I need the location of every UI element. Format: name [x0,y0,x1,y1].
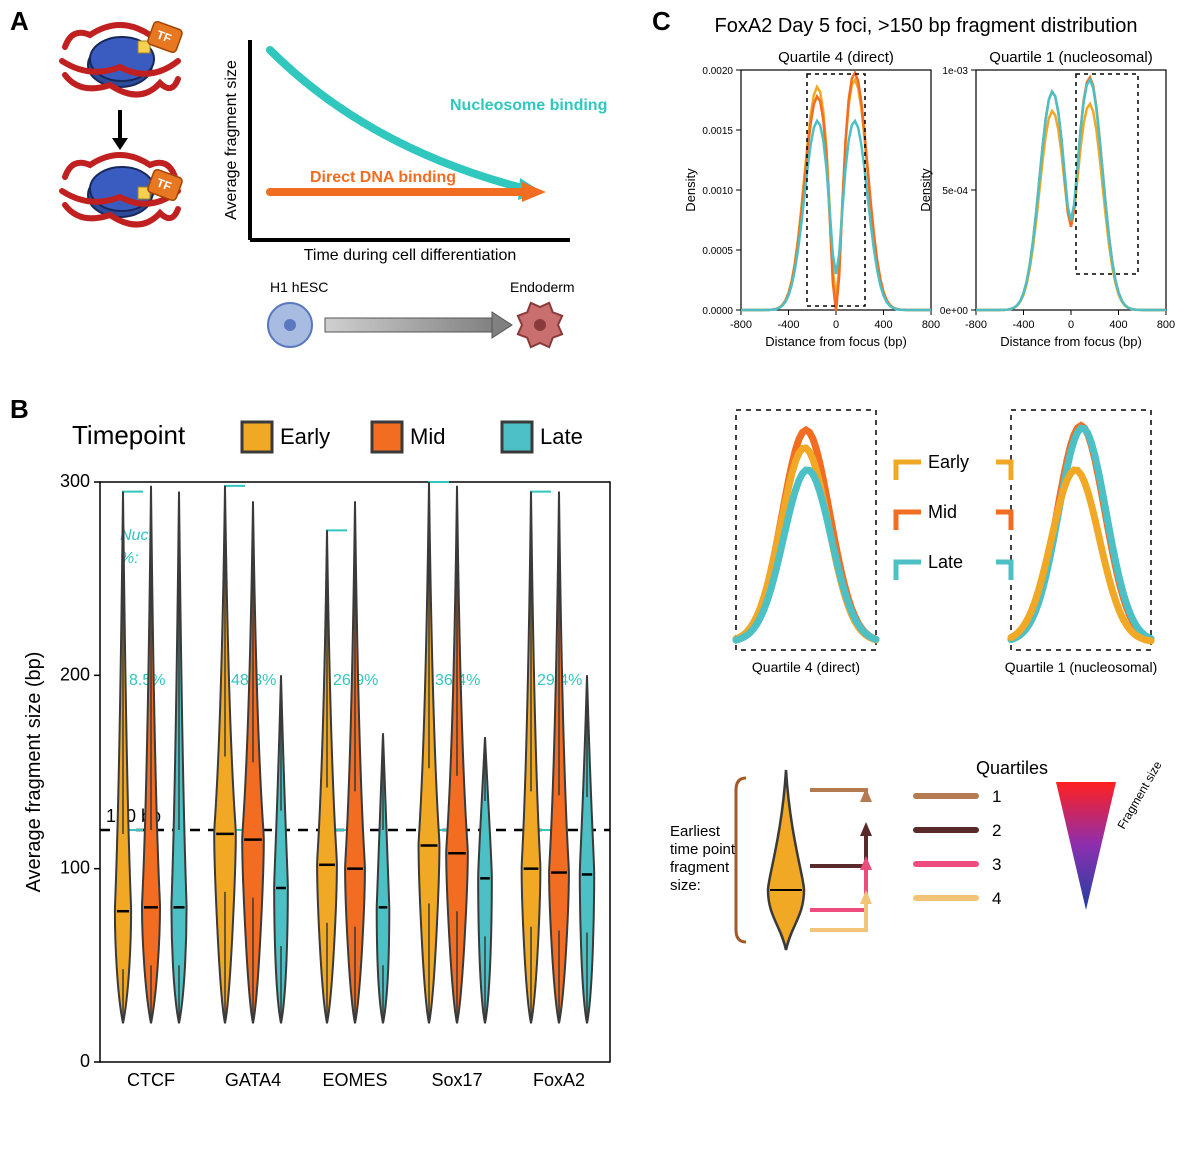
svg-text:Time during cell differentiati: Time during cell differentiation [304,247,517,264]
svg-text:Nucleosome binding: Nucleosome binding [450,97,607,114]
svg-text:0.0010: 0.0010 [702,186,733,197]
svg-text:5e-04: 5e-04 [942,186,968,197]
svg-text:size:: size: [670,877,701,894]
svg-text:time point: time point [670,841,736,858]
svg-text:0: 0 [833,319,839,331]
svg-text:Endoderm: Endoderm [510,279,575,295]
svg-text:fragment: fragment [670,859,730,876]
svg-text:FoxA2 Day 5 foci, >150 bp frag: FoxA2 Day 5 foci, >150 bp fragment distr… [714,15,1137,37]
svg-text:Average fragment size (bp): Average fragment size (bp) [23,652,45,893]
svg-text:0.0020: 0.0020 [702,66,733,77]
svg-text:0.0005: 0.0005 [702,246,733,257]
svg-text:0.0000: 0.0000 [702,306,733,317]
svg-text:-400: -400 [777,319,799,331]
svg-text:Nuc.: Nuc. [120,527,153,544]
svg-text:H1 hESC: H1 hESC [270,279,328,295]
svg-text:CTCF: CTCF [127,1070,175,1090]
svg-text:0e+00: 0e+00 [940,306,969,317]
panel-b-figure: Timepoint Early Mid Late 0 100 200 300 Average f… [12,404,632,1144]
svg-text:Direct DNA binding: Direct DNA binding [310,169,456,186]
svg-text:GATA4: GATA4 [225,1070,281,1090]
svg-text:2: 2 [992,821,1001,840]
svg-text:300: 300 [60,471,90,491]
svg-text:0: 0 [80,1051,90,1071]
svg-text:400: 400 [1109,319,1127,331]
svg-text:Distance from focus (bp): Distance from focus (bp) [1000,334,1142,349]
svg-text:Quartiles: Quartiles [976,758,1048,778]
svg-text:Quartile 4 (direct): Quartile 4 (direct) [778,49,894,66]
svg-text:1: 1 [992,787,1001,806]
svg-text:800: 800 [1157,319,1175,331]
svg-text:0.0015: 0.0015 [702,126,733,137]
svg-text:-800: -800 [965,319,987,331]
svg-text:Sox17: Sox17 [431,1070,482,1090]
svg-text:Average fragment size: Average fragment size [223,60,240,220]
svg-text:Quartile 1 (nucleosomal): Quartile 1 (nucleosomal) [1005,659,1158,675]
svg-text:EOMES: EOMES [322,1070,387,1090]
svg-text:4: 4 [992,889,1001,908]
svg-text:FoxA2: FoxA2 [533,1070,585,1090]
svg-text:400: 400 [874,319,892,331]
svg-text:0: 0 [1068,319,1074,331]
svg-text:Quartile 4 (direct): Quartile 4 (direct) [752,659,860,675]
panel-c-figure: FoxA2 Day 5 foci, >150 bp fragment distr… [656,10,1196,1150]
svg-text:Quartile 1 (nucleosomal): Quartile 1 (nucleosomal) [989,49,1152,66]
svg-text:Early: Early [928,452,969,472]
svg-text:Late: Late [540,424,583,449]
svg-text:Mid: Mid [928,502,957,522]
svg-text:-400: -400 [1012,319,1034,331]
svg-text:Earliest: Earliest [670,823,721,840]
svg-text:100: 100 [60,858,90,878]
svg-text:1e-03: 1e-03 [942,66,968,77]
svg-text:Density: Density [918,168,933,212]
svg-text:3: 3 [992,855,1001,874]
panel-a-figure: TFTFAverage fragment sizeTime during cel… [40,10,630,380]
svg-text:800: 800 [922,319,940,331]
svg-text:-800: -800 [730,319,752,331]
svg-text:Early: Early [280,424,330,449]
svg-text:Fragment size: Fragment size [1114,758,1164,831]
svg-text:Mid: Mid [410,424,445,449]
svg-text:200: 200 [60,664,90,684]
panel-label-a: A [10,6,29,37]
svg-text:Distance from focus (bp): Distance from focus (bp) [765,334,907,349]
svg-text:Timepoint: Timepoint [72,420,186,450]
svg-text:Density: Density [683,168,698,212]
svg-text:Late: Late [928,552,963,572]
